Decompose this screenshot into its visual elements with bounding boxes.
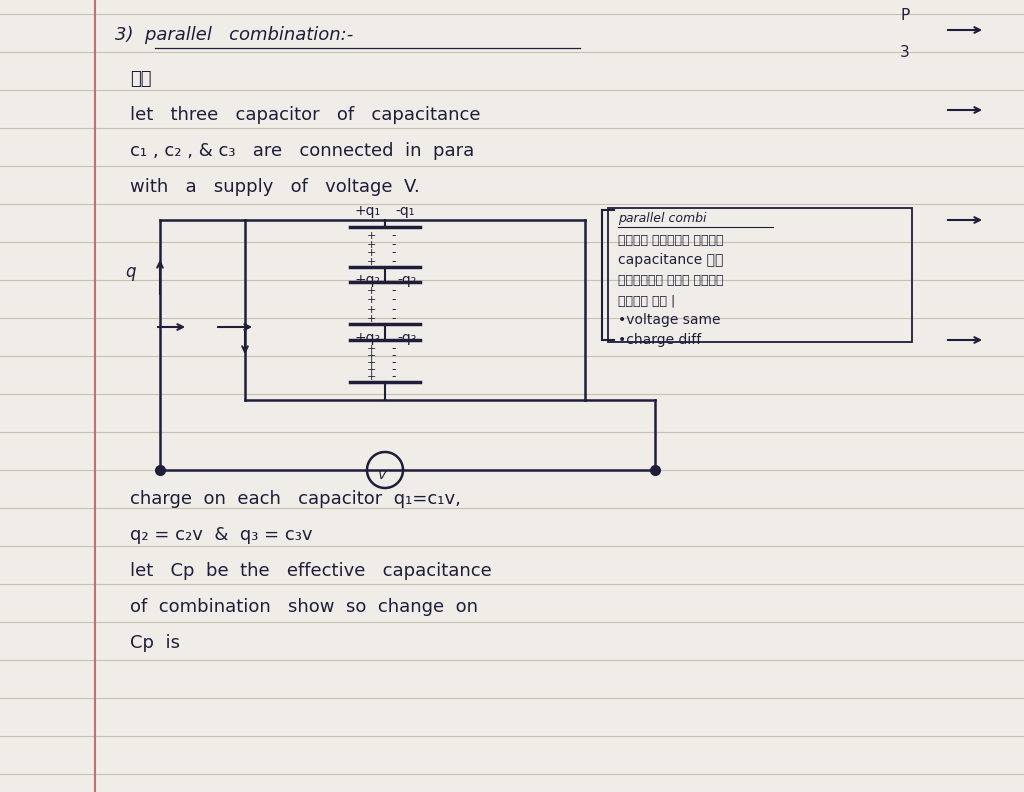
Text: +: + bbox=[367, 344, 377, 354]
Text: -: - bbox=[391, 229, 395, 242]
Text: V: V bbox=[378, 469, 386, 482]
Text: -: - bbox=[391, 356, 395, 369]
Text: +: + bbox=[367, 314, 377, 324]
Text: capacitance की: capacitance की bbox=[618, 253, 723, 267]
Text: +q₃: +q₃ bbox=[355, 331, 381, 345]
Text: -: - bbox=[391, 370, 395, 383]
Text: -q₃: -q₃ bbox=[397, 331, 417, 345]
Text: +: + bbox=[367, 365, 377, 375]
Text: -: - bbox=[391, 293, 395, 307]
Text: -: - bbox=[391, 342, 395, 355]
Text: +: + bbox=[367, 240, 377, 249]
Text: of  combination   show  so  change  on: of combination show so change on bbox=[130, 598, 478, 616]
Text: +q₂: +q₂ bbox=[355, 273, 381, 287]
Text: Cp  is: Cp is bbox=[130, 634, 180, 652]
Text: let   Cp  be  the   effective   capacitance: let Cp be the effective capacitance bbox=[130, 562, 492, 580]
Text: let   three   capacitor   of   capacitance: let three capacitor of capacitance bbox=[130, 106, 480, 124]
Text: +: + bbox=[367, 358, 377, 368]
Text: इसका उपयोग नाते: इसका उपयोग नाते bbox=[618, 234, 724, 247]
Text: -: - bbox=[391, 255, 395, 268]
Text: +: + bbox=[367, 249, 377, 258]
Text: 3: 3 bbox=[900, 45, 909, 60]
Text: with   a   supply   of   voltage  V.: with a supply of voltage V. bbox=[130, 178, 420, 196]
Text: -q₂: -q₂ bbox=[397, 273, 416, 287]
Text: charge  on  each   capacitor  q₁=c₁v,: charge on each capacitor q₁=c₁v, bbox=[130, 490, 461, 508]
Text: +: + bbox=[367, 305, 377, 314]
Text: जाता है |: जाता है | bbox=[618, 294, 675, 307]
Text: -: - bbox=[391, 246, 395, 259]
Text: -: - bbox=[391, 312, 395, 325]
Text: -: - bbox=[391, 284, 395, 297]
Text: •charge diff: •charge diff bbox=[618, 333, 701, 347]
Text: +: + bbox=[367, 372, 377, 382]
Text: •voltage same: •voltage same bbox=[618, 313, 721, 327]
Text: -: - bbox=[391, 363, 395, 376]
Text: c₁ , c₂ , & c₃   are   connected  in  para: c₁ , c₂ , & c₃ are connected in para bbox=[130, 142, 474, 160]
Text: +: + bbox=[367, 257, 377, 267]
Text: +: + bbox=[367, 351, 377, 361]
Text: -: - bbox=[391, 303, 395, 316]
Text: +: + bbox=[367, 286, 377, 296]
Text: +q₁: +q₁ bbox=[355, 204, 381, 218]
Text: -: - bbox=[391, 349, 395, 362]
Text: बढ़ाने में किया: बढ़ाने में किया bbox=[618, 274, 724, 287]
Text: +: + bbox=[367, 295, 377, 306]
Text: +: + bbox=[367, 231, 377, 241]
Text: q: q bbox=[125, 263, 135, 281]
Text: 3)  parallel   combination:-: 3) parallel combination:- bbox=[115, 26, 353, 44]
Text: P: P bbox=[900, 8, 909, 23]
Text: -q₁: -q₁ bbox=[395, 204, 415, 218]
Text: q₂ = c₂v  &  q₃ = c₃v: q₂ = c₂v & q₃ = c₃v bbox=[130, 526, 312, 544]
Text: हल: हल bbox=[130, 70, 152, 88]
Text: -: - bbox=[391, 238, 395, 250]
Text: parallel combi: parallel combi bbox=[618, 212, 707, 225]
